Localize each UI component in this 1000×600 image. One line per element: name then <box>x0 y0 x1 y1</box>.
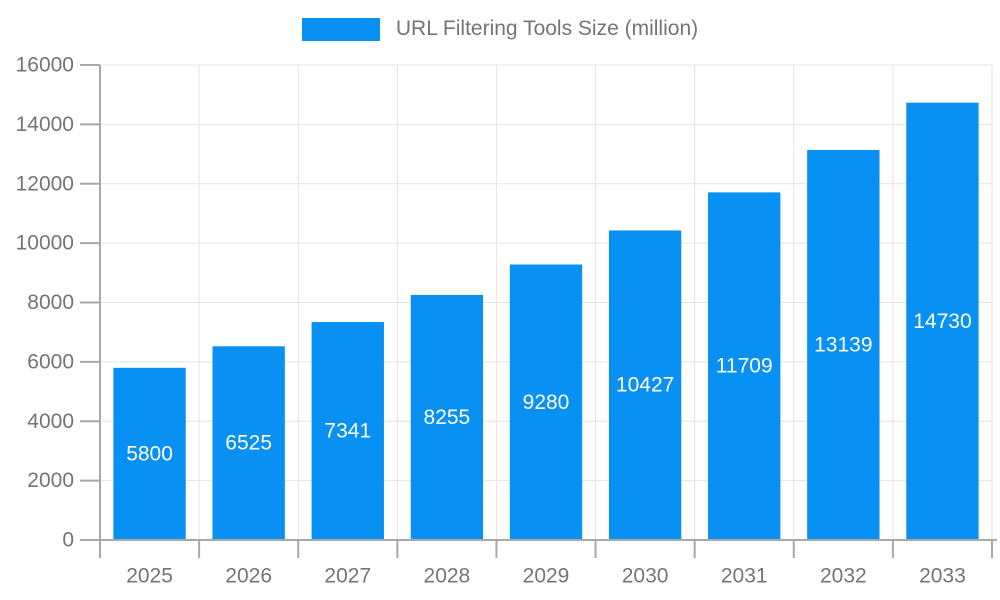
y-axis-tick-label: 6000 <box>27 350 74 373</box>
bar-value-label: 9280 <box>523 391 570 414</box>
x-axis-tick-label: 2029 <box>523 565 570 588</box>
y-axis-tick-label: 12000 <box>16 172 74 195</box>
y-axis-tick-label: 14000 <box>16 113 74 136</box>
legend-swatch <box>301 17 380 41</box>
y-axis-tick-label: 10000 <box>16 232 74 255</box>
bar[interactable] <box>212 346 285 540</box>
bar[interactable] <box>311 322 384 540</box>
x-axis-tick-label: 2031 <box>721 565 768 588</box>
bar[interactable] <box>807 149 880 540</box>
bar-value-label: 8255 <box>424 406 471 429</box>
legend-label: URL Filtering Tools Size (million) <box>395 17 699 40</box>
x-axis-tick-label: 2025 <box>126 565 173 588</box>
bar-value-label: 11709 <box>716 355 773 378</box>
x-axis-tick-label: 2032 <box>820 565 867 588</box>
x-axis-tick-label: 2030 <box>622 565 669 588</box>
legend[interactable]: URL Filtering Tools Size (million) <box>0 17 1000 41</box>
y-axis-tick-label: 16000 <box>16 54 74 77</box>
bar-value-label: 10427 <box>616 374 674 397</box>
bar[interactable] <box>509 264 583 541</box>
bar[interactable] <box>113 367 186 540</box>
bar[interactable] <box>708 192 781 540</box>
y-axis-tick-label: 8000 <box>27 291 74 314</box>
bar-value-label: 7341 <box>324 420 371 443</box>
bar[interactable] <box>906 102 979 540</box>
x-axis-tick-label: 2027 <box>324 565 371 588</box>
bar[interactable] <box>410 294 484 540</box>
y-axis-tick-label: 2000 <box>27 469 74 492</box>
bar-value-label: 6525 <box>225 432 272 455</box>
y-axis-tick-label: 0 <box>62 529 74 552</box>
bar-value-label: 5800 <box>126 442 173 465</box>
x-axis-tick-label: 2026 <box>225 565 272 588</box>
x-axis-tick-label: 2028 <box>424 565 471 588</box>
bar-value-label: 14730 <box>913 310 971 333</box>
bar-value-label: 13139 <box>814 333 872 356</box>
x-axis-tick-label: 2033 <box>919 565 966 588</box>
bar[interactable] <box>608 230 682 541</box>
y-axis-tick-label: 4000 <box>27 410 74 433</box>
